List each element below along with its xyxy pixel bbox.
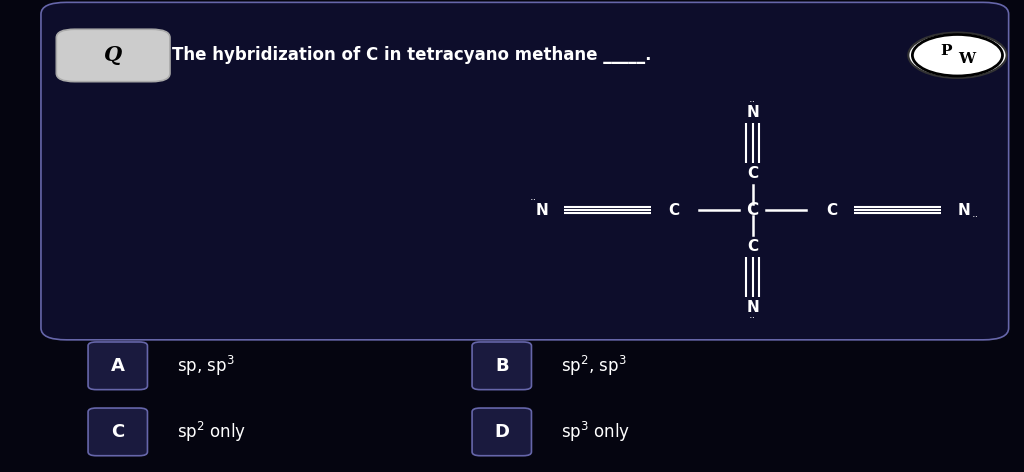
Text: ··: ·· xyxy=(749,97,757,108)
Text: C: C xyxy=(748,166,758,181)
FancyBboxPatch shape xyxy=(88,408,147,456)
FancyBboxPatch shape xyxy=(472,342,531,390)
Text: sp, sp$^3$: sp, sp$^3$ xyxy=(177,354,234,378)
Circle shape xyxy=(908,33,1007,78)
Text: W: W xyxy=(958,51,975,66)
Text: C: C xyxy=(669,202,679,218)
Text: ··: ·· xyxy=(749,312,757,323)
Text: The hybridization of C in tetracyano methane _____.: The hybridization of C in tetracyano met… xyxy=(172,46,651,64)
FancyBboxPatch shape xyxy=(41,2,1009,340)
Text: ··: ·· xyxy=(972,212,980,223)
Text: D: D xyxy=(495,423,509,441)
Text: N: N xyxy=(746,105,759,120)
Text: P: P xyxy=(940,44,952,59)
Text: ··: ·· xyxy=(529,194,538,205)
Text: sp$^3$ only: sp$^3$ only xyxy=(561,420,631,444)
FancyBboxPatch shape xyxy=(56,29,170,82)
Text: C: C xyxy=(826,202,837,218)
Text: A: A xyxy=(111,357,125,375)
Text: N: N xyxy=(536,202,548,218)
Text: sp$^2$ only: sp$^2$ only xyxy=(177,420,247,444)
Text: Q: Q xyxy=(103,45,122,65)
Text: sp$^2$, sp$^3$: sp$^2$, sp$^3$ xyxy=(561,354,627,378)
Text: N: N xyxy=(957,202,970,218)
Text: N: N xyxy=(746,300,759,315)
FancyBboxPatch shape xyxy=(88,342,147,390)
Text: B: B xyxy=(495,357,509,375)
FancyBboxPatch shape xyxy=(472,408,531,456)
Text: C: C xyxy=(748,239,758,254)
Text: C: C xyxy=(112,423,124,441)
Text: C: C xyxy=(746,201,759,219)
